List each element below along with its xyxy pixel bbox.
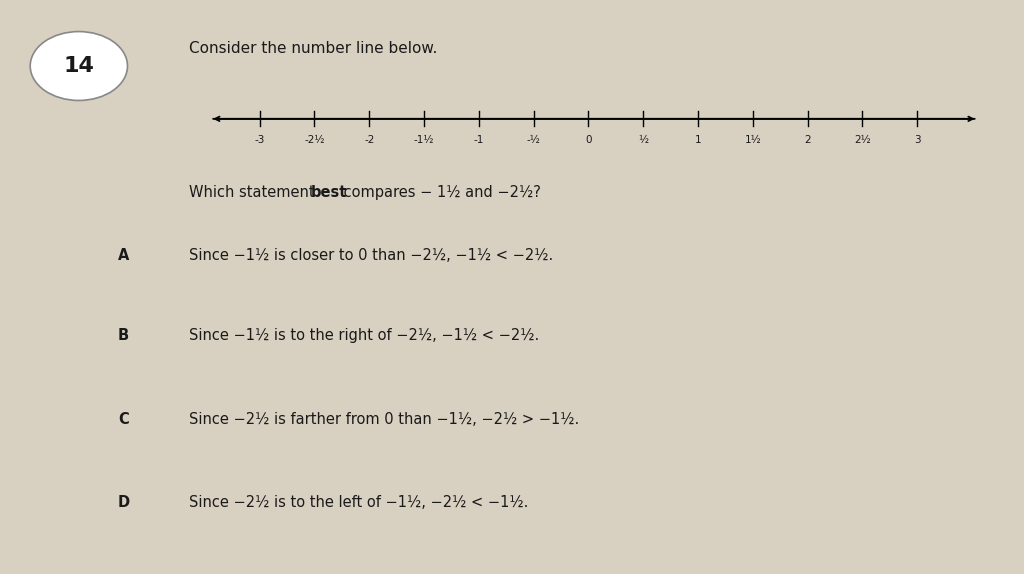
Text: 0: 0 bbox=[585, 135, 592, 145]
Text: 1½: 1½ bbox=[744, 135, 761, 145]
Text: -2: -2 bbox=[364, 135, 375, 145]
Text: -1½: -1½ bbox=[414, 135, 434, 145]
Text: Since −1½ is to the right of −2½, −1½ < −2½.: Since −1½ is to the right of −2½, −1½ < … bbox=[189, 328, 540, 343]
Text: compares − 1½ and −2½?: compares − 1½ and −2½? bbox=[339, 185, 541, 200]
Text: 1: 1 bbox=[694, 135, 701, 145]
Text: Since −1½ is closer to 0 than −2½, −1½ < −2½.: Since −1½ is closer to 0 than −2½, −1½ <… bbox=[189, 248, 554, 263]
Text: 2½: 2½ bbox=[854, 135, 870, 145]
Text: -3: -3 bbox=[254, 135, 265, 145]
Text: B: B bbox=[118, 328, 129, 343]
Text: best: best bbox=[310, 185, 347, 200]
Text: Which statement: Which statement bbox=[189, 185, 319, 200]
Text: -½: -½ bbox=[526, 135, 541, 145]
Text: -1: -1 bbox=[474, 135, 484, 145]
Text: Consider the number line below.: Consider the number line below. bbox=[189, 41, 438, 56]
Ellipse shape bbox=[31, 32, 127, 100]
Text: A: A bbox=[118, 248, 129, 263]
Text: 2: 2 bbox=[804, 135, 811, 145]
Text: -2½: -2½ bbox=[304, 135, 325, 145]
Text: Since −2½ is to the left of −1½, −2½ < −1½.: Since −2½ is to the left of −1½, −2½ < −… bbox=[189, 495, 528, 510]
Text: C: C bbox=[118, 412, 128, 426]
Text: D: D bbox=[118, 495, 130, 510]
Text: Since −2½ is farther from 0 than −1½, −2½ > −1½.: Since −2½ is farther from 0 than −1½, −2… bbox=[189, 412, 580, 426]
Text: ½: ½ bbox=[638, 135, 648, 145]
Text: 14: 14 bbox=[63, 56, 94, 76]
Text: 3: 3 bbox=[914, 135, 921, 145]
